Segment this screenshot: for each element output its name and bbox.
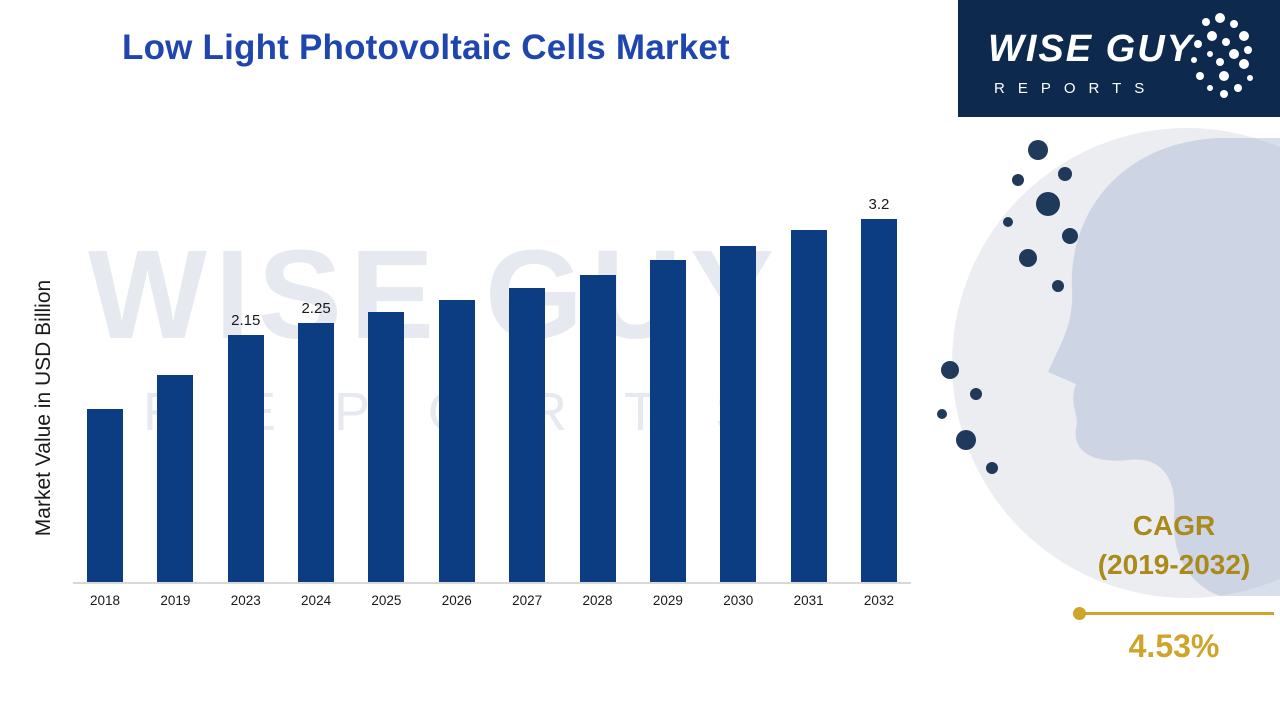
bar-column: 2026 (425, 196, 489, 608)
bar-2032 (860, 218, 897, 582)
bar-2027 (509, 288, 546, 582)
face-dots-icon (1191, 13, 1253, 98)
x-tick-label: 2025 (371, 593, 402, 608)
x-tick-label: 2029 (652, 593, 683, 608)
x-tick-label: 2032 (863, 593, 894, 608)
bar-2030 (720, 246, 757, 582)
bar-2031 (790, 230, 827, 582)
cagr-label: CAGR (2019-2032) (1073, 506, 1275, 584)
bar-2029 (649, 260, 686, 582)
x-tick-label: 2026 (441, 593, 472, 608)
bar-2026 (438, 300, 475, 582)
x-tick-label: 2031 (793, 593, 824, 608)
bar-value-label: 3.2 (868, 196, 890, 213)
bar-2019 (157, 375, 194, 582)
cagr-label-line1: CAGR (1132, 510, 1216, 541)
wiseguy-logo: WISE GUY REPORTS (958, 0, 1280, 117)
logo-wordmark: WISE GUY (988, 28, 1195, 70)
head-profile-icon (937, 138, 1280, 596)
x-tick-label: 2028 (582, 593, 613, 608)
x-tick-label: 2024 (301, 593, 332, 608)
bar-column: 2.15 2023 (214, 196, 278, 608)
bar-2028 (579, 275, 616, 582)
bar-column: 2027 (495, 196, 559, 608)
line-dot-icon (1073, 607, 1086, 620)
logo-subtitle: REPORTS (994, 80, 1158, 97)
bar-column: 2028 (566, 196, 630, 608)
bar-value-label: 2.15 (231, 312, 261, 329)
cagr-value: 4.53% (1128, 628, 1220, 664)
x-tick-label: 2018 (89, 593, 121, 608)
bar-columns: 2018 2019 2.15 2023 2.25 2024 2025 2026 2027 2028… (73, 196, 911, 608)
bar-column: 2030 (706, 196, 770, 608)
bar-column: 2031 (777, 196, 841, 608)
bar-column: 3.2 2032 (847, 196, 911, 608)
bar-column: 2029 (636, 196, 700, 608)
page-title: Low Light Photovoltaic Cells Market (122, 28, 730, 67)
bar-value-label: 2.25 (301, 300, 331, 317)
bar-chart: 2018 2019 2.15 2023 2.25 2024 2025 2026 2027 2028… (73, 196, 911, 608)
bar-column: 2018 (73, 196, 137, 608)
bar-2025 (368, 312, 405, 582)
bar-column: 2.25 2024 (284, 196, 348, 608)
y-axis-label: Market Value in USD Billion (32, 279, 55, 537)
bar-column: 2025 (354, 196, 418, 608)
bar-column: 2019 (143, 196, 207, 608)
x-tick-label: 2023 (230, 593, 261, 608)
x-tick-label: 2027 (512, 593, 543, 608)
cagr-underline (1073, 607, 1274, 620)
bar-2018 (87, 409, 123, 582)
x-tick-label: 2030 (723, 593, 754, 608)
x-tick-label: 2019 (160, 593, 191, 608)
bar-2023 (227, 335, 264, 582)
cagr-label-line2: (2019-2032) (1097, 549, 1251, 581)
bar-2024 (298, 323, 335, 582)
